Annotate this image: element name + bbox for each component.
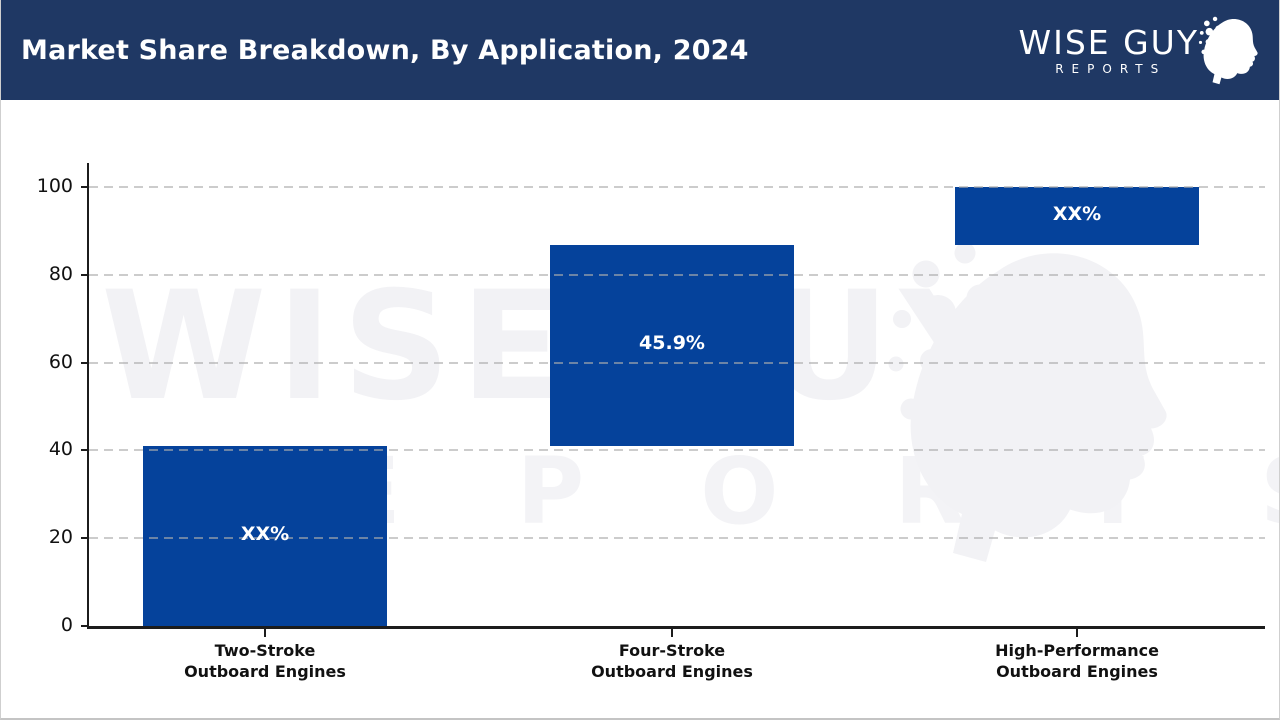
y-tick-mark bbox=[81, 361, 89, 364]
y-tick-label: 0 bbox=[60, 614, 73, 636]
dotted-head-icon bbox=[1198, 16, 1258, 85]
y-tick-label: 20 bbox=[48, 526, 73, 549]
x-axis-label: High-Performance Outboard Engines bbox=[917, 640, 1237, 682]
y-tick-label: 40 bbox=[48, 438, 73, 461]
x-tick-mark bbox=[1076, 629, 1078, 637]
watermark-head-icon bbox=[888, 242, 1167, 562]
bar-value-label: 45.9% bbox=[639, 332, 705, 355]
bar-segment bbox=[955, 187, 1199, 245]
bar-value-label: XX% bbox=[240, 523, 290, 545]
x-axis-line bbox=[87, 626, 1265, 629]
page-title: Market Share Breakdown, By Application, … bbox=[21, 34, 749, 66]
y-tick-label: 80 bbox=[48, 262, 73, 285]
x-tick-mark bbox=[671, 629, 673, 637]
brand-wordmark: WISE GUY REPORTS bbox=[1018, 26, 1199, 75]
y-tick-label: 100 bbox=[36, 175, 73, 197]
logo-wordmark-text: WISE GUY bbox=[1018, 22, 1199, 62]
y-tick-mark bbox=[81, 186, 89, 188]
y-gridline bbox=[89, 186, 1265, 188]
x-axis-label-line: Four-Stroke bbox=[618, 641, 726, 660]
y-tick-mark bbox=[81, 273, 89, 276]
chart-area: WISE GUY R E P O R T S 0 20 40 60 80 100 XX% 45… bbox=[1, 100, 1279, 718]
x-axis-label-line: Outboard Engines bbox=[996, 662, 1158, 681]
header: Market Share Breakdown, By Application, … bbox=[1, 0, 1279, 100]
plot: 0 20 40 60 80 100 XX% 45.9% XX% Two-Stroke Outboar… bbox=[1, 100, 1279, 718]
y-gridline bbox=[89, 361, 1265, 364]
x-axis-label-line: High-Performance bbox=[995, 641, 1159, 660]
y-tick-label: 60 bbox=[48, 350, 73, 373]
x-axis-label: Two-Stroke Outboard Engines bbox=[105, 640, 425, 682]
y-gridline bbox=[89, 273, 1265, 276]
logo-subtext: REPORTS bbox=[1055, 61, 1167, 76]
y-tick-mark bbox=[81, 449, 89, 452]
y-axis-line bbox=[87, 163, 89, 629]
bar-segment bbox=[143, 446, 387, 626]
bar-value-label: XX% bbox=[1052, 202, 1102, 225]
y-tick-mark bbox=[81, 625, 89, 627]
x-tick-mark bbox=[264, 629, 266, 637]
y-gridline bbox=[89, 449, 1265, 452]
y-gridline bbox=[89, 537, 1265, 540]
x-axis-label: Four-Stroke Outboard Engines bbox=[512, 640, 832, 682]
bar-segment bbox=[550, 244, 794, 446]
y-tick-mark bbox=[81, 537, 89, 540]
x-axis-label-line: Outboard Engines bbox=[591, 662, 753, 681]
x-axis-label-line: Outboard Engines bbox=[184, 662, 346, 681]
x-axis-label-line: Two-Stroke bbox=[214, 641, 316, 660]
brand-logo: WISE GUY REPORTS bbox=[1018, 12, 1261, 88]
